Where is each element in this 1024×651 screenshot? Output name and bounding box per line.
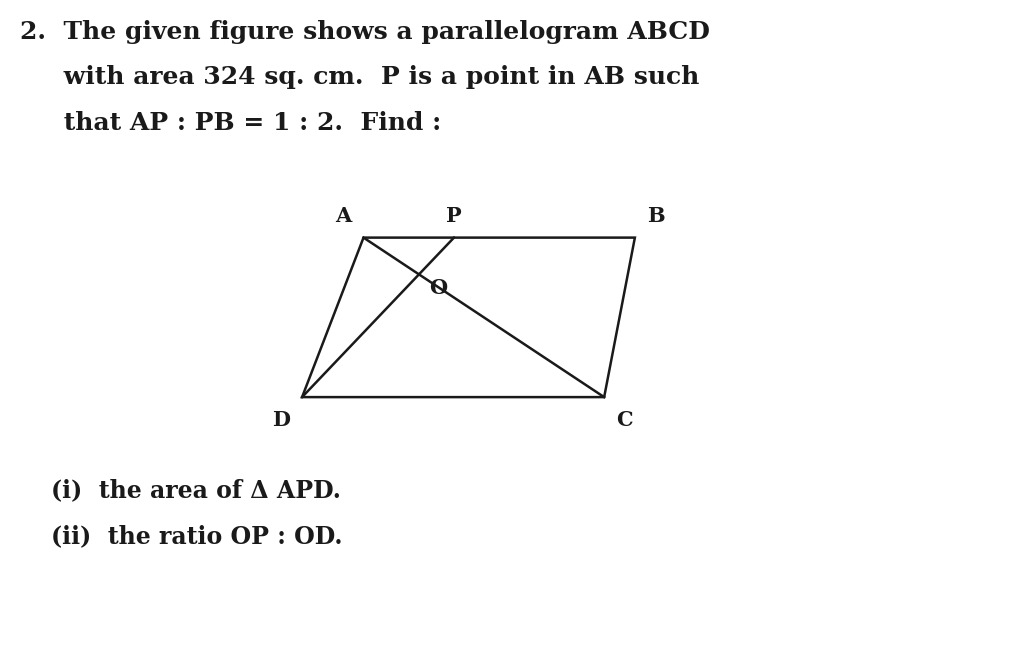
Text: (ii)  the ratio OP : OD.: (ii) the ratio OP : OD. xyxy=(51,524,343,548)
Text: with area 324 sq. cm.  P is a point in AB such: with area 324 sq. cm. P is a point in AB… xyxy=(20,65,699,89)
Text: O: O xyxy=(429,277,447,298)
Text: that AP : PB = 1 : 2.  Find :: that AP : PB = 1 : 2. Find : xyxy=(20,111,441,135)
Text: P: P xyxy=(446,206,462,226)
Text: A: A xyxy=(335,206,351,226)
Text: (i)  the area of Δ APD.: (i) the area of Δ APD. xyxy=(51,478,341,503)
Text: C: C xyxy=(616,410,633,430)
Text: 2.  The given figure shows a parallelogram ABCD: 2. The given figure shows a parallelogra… xyxy=(20,20,711,44)
Text: D: D xyxy=(271,410,290,430)
Text: B: B xyxy=(647,206,665,226)
